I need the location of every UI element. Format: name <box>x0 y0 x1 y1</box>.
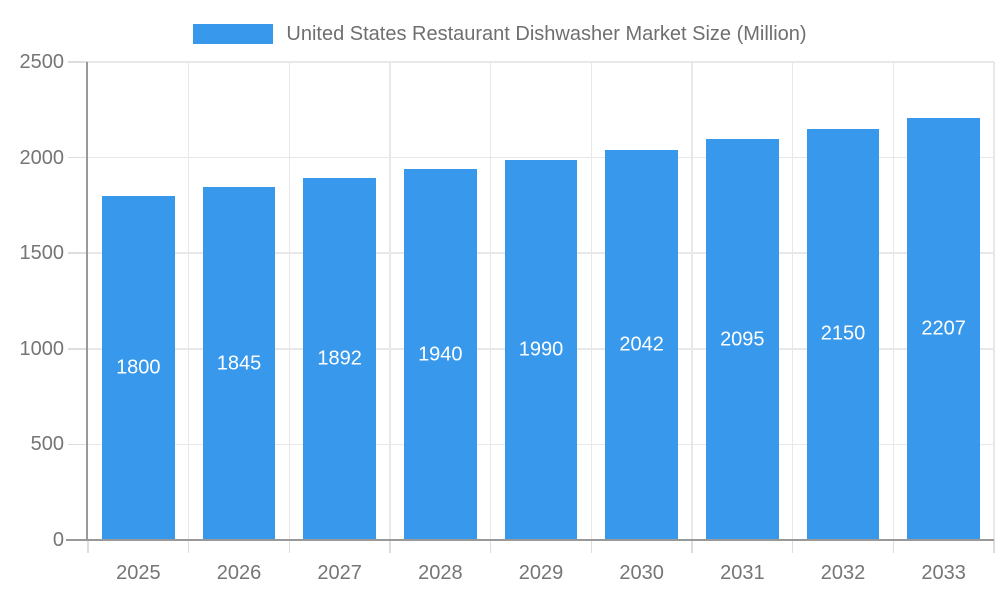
v-gridline <box>791 62 794 540</box>
x-tick <box>288 540 291 553</box>
y-tick <box>68 443 88 446</box>
x-tick <box>87 540 89 553</box>
bar-value-label: 2095 <box>720 328 765 351</box>
y-tick-label: 1000 <box>19 337 65 360</box>
x-tick-label: 2026 <box>216 562 262 584</box>
y-tick-label: 0 <box>52 529 64 551</box>
x-tick <box>691 540 693 553</box>
x-tick <box>489 540 492 553</box>
x-tick <box>993 540 995 553</box>
bar: 2042 <box>605 149 679 540</box>
v-gridline <box>892 62 895 540</box>
v-gridline <box>489 62 492 540</box>
bar-value-label: 1940 <box>418 343 463 366</box>
bar-value-label: 1845 <box>216 352 262 375</box>
x-tick-label: 2025 <box>116 562 161 584</box>
v-gridline <box>389 62 391 540</box>
y-tick <box>68 252 88 254</box>
v-gridline <box>993 62 995 540</box>
y-tick <box>68 61 88 63</box>
v-gridline <box>691 62 693 540</box>
x-tick-label: 2029 <box>518 562 564 584</box>
legend-item[interactable]: United States Restaurant Dishwasher Mark… <box>193 23 807 45</box>
bar: 1845 <box>202 187 276 540</box>
y-tick-label: 1500 <box>19 242 65 265</box>
x-tick <box>892 540 895 553</box>
bar: 2095 <box>705 139 779 540</box>
x-tick <box>389 540 391 553</box>
bar: 1990 <box>504 159 578 540</box>
bar-value-label: 2207 <box>921 317 966 340</box>
x-tick-label: 2033 <box>921 562 966 584</box>
h-gridline <box>88 156 994 159</box>
x-axis-line <box>66 539 994 541</box>
v-gridline <box>187 62 190 540</box>
h-gridline <box>88 61 994 63</box>
chart-legend: United States Restaurant Dishwasher Mark… <box>0 23 1000 45</box>
y-tick-label: 2500 <box>19 51 65 73</box>
y-tick-label: 500 <box>30 433 64 456</box>
x-tick-label: 2027 <box>317 562 362 584</box>
x-tick-label: 2031 <box>720 562 765 584</box>
bar-value-label: 1892 <box>317 347 362 370</box>
bar-value-label: 2042 <box>619 333 664 356</box>
bar-value-label: 1990 <box>518 338 564 361</box>
v-gridline <box>590 62 593 540</box>
bar: 1940 <box>403 169 477 540</box>
y-tick <box>68 156 88 159</box>
y-tick-label: 2000 <box>19 146 65 169</box>
y-axis-line <box>86 62 88 541</box>
x-tick <box>791 540 794 553</box>
bar: 1800 <box>101 195 175 540</box>
legend-swatch <box>193 24 274 44</box>
x-tick-label: 2032 <box>820 562 866 584</box>
x-tick <box>187 540 190 553</box>
x-tick <box>590 540 593 553</box>
bar: 2207 <box>907 118 981 540</box>
bar-value-label: 2150 <box>820 322 866 345</box>
v-gridline <box>288 62 291 540</box>
legend-label: United States Restaurant Dishwasher Mark… <box>286 23 807 45</box>
x-tick-label: 2030 <box>619 562 664 584</box>
bar: 2150 <box>806 128 880 540</box>
bar-value-label: 1800 <box>116 356 161 379</box>
y-tick <box>68 348 88 350</box>
bar: 1892 <box>303 178 377 540</box>
x-tick-label: 2028 <box>418 562 463 584</box>
